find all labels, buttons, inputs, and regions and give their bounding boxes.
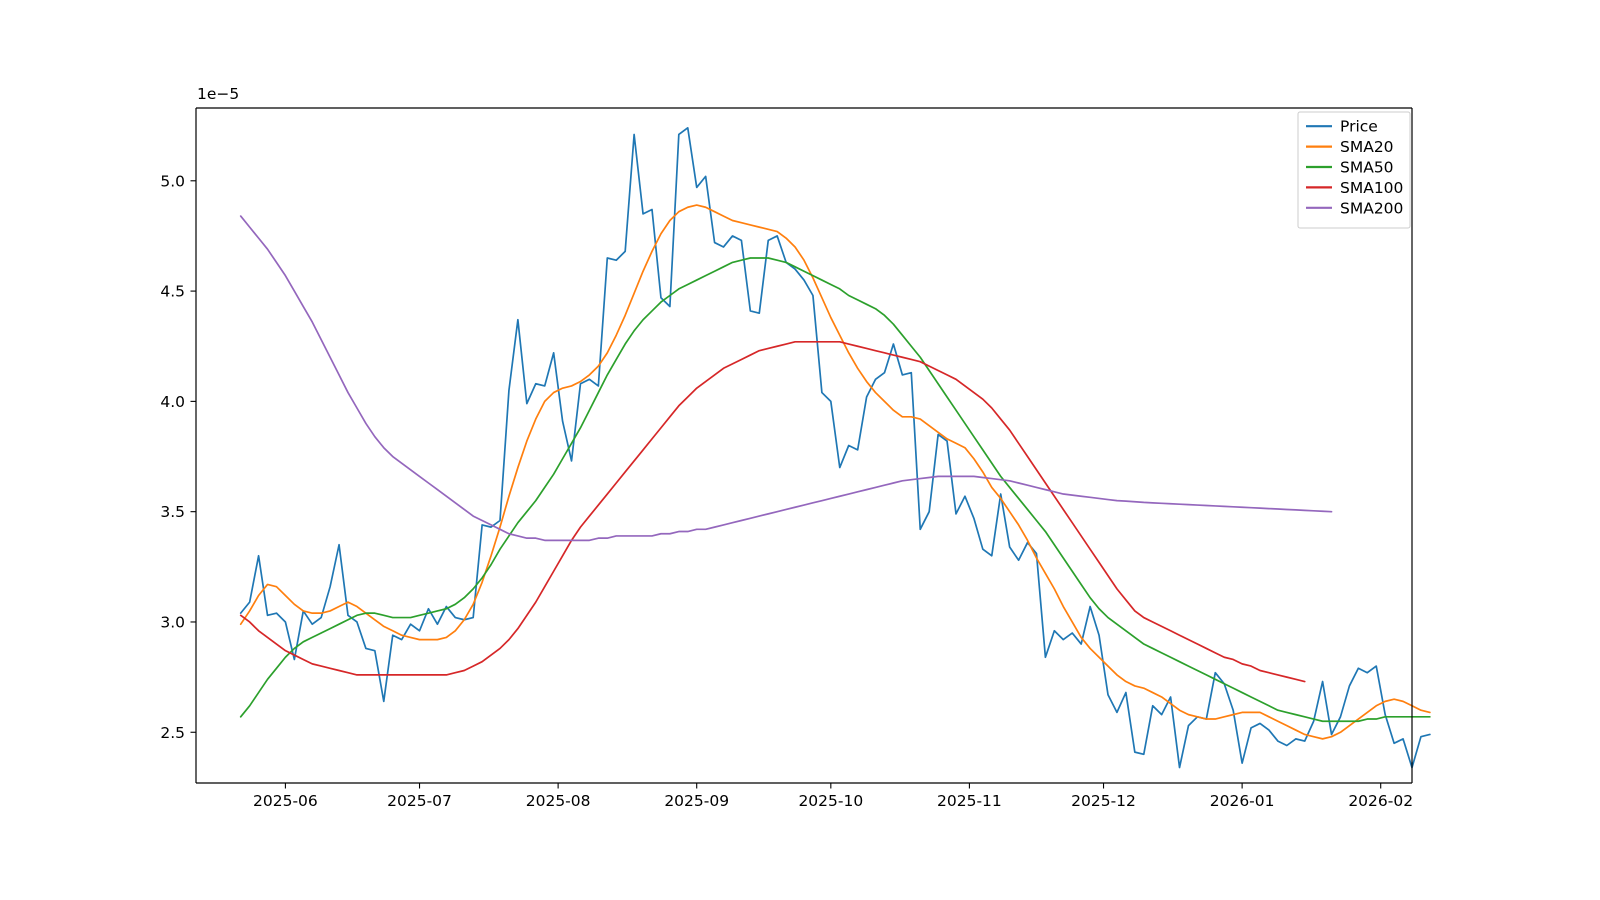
x-tick-label: 2026-02 xyxy=(1348,792,1413,810)
x-tick-label: 2025-09 xyxy=(664,792,729,810)
x-tick-label: 2025-11 xyxy=(937,792,1002,810)
legend-box xyxy=(1297,111,1411,229)
axes-spines xyxy=(195,107,1413,784)
series-line-sma50 xyxy=(239,257,1431,723)
y-tick-label: 2.5 xyxy=(160,724,185,742)
y-tick-label: 4.0 xyxy=(160,393,185,411)
chart-legend[interactable]: Price SMA20 SMA50 SMA100 SMA200 xyxy=(1297,111,1411,229)
y-tick-label: 3.0 xyxy=(160,613,185,631)
series-line-sma200 xyxy=(239,215,1333,542)
legend-label-sma50: SMA50 xyxy=(1340,159,1394,177)
legend-label-price: Price xyxy=(1340,118,1378,136)
axes-background xyxy=(196,108,1412,783)
x-tick-label: 2025-12 xyxy=(1071,792,1136,810)
series-line-sma100 xyxy=(239,340,1306,683)
y-axis-offset-text: 1e−5 xyxy=(197,85,239,103)
x-tick-label: 2025-06 xyxy=(253,792,318,810)
x-tick-label: 2025-07 xyxy=(387,792,452,810)
legend-label-sma200: SMA200 xyxy=(1340,199,1403,217)
x-tick-label: 2025-08 xyxy=(526,792,591,810)
legend-label-sma100: SMA100 xyxy=(1340,179,1403,197)
y-axis-offset-label: 1e−5 xyxy=(197,85,239,103)
legend-label-sma20: SMA20 xyxy=(1340,138,1394,156)
series-line-sma20 xyxy=(239,204,1431,740)
axis-ticks xyxy=(190,180,1382,789)
x-tick-label: 2025-10 xyxy=(798,792,863,810)
y-tick-label: 4.5 xyxy=(160,283,185,301)
x-tick-label: 2026-01 xyxy=(1210,792,1275,810)
series-layer xyxy=(239,127,1431,769)
y-tick-label: 3.5 xyxy=(160,503,185,521)
series-line-price xyxy=(239,127,1431,769)
axis-tick-labels: 2.5 3.0 3.5 4.0 4.5 5.0 2025-06 2025-07 2025-08 2… xyxy=(160,172,1413,810)
y-tick-label: 5.0 xyxy=(160,172,185,190)
